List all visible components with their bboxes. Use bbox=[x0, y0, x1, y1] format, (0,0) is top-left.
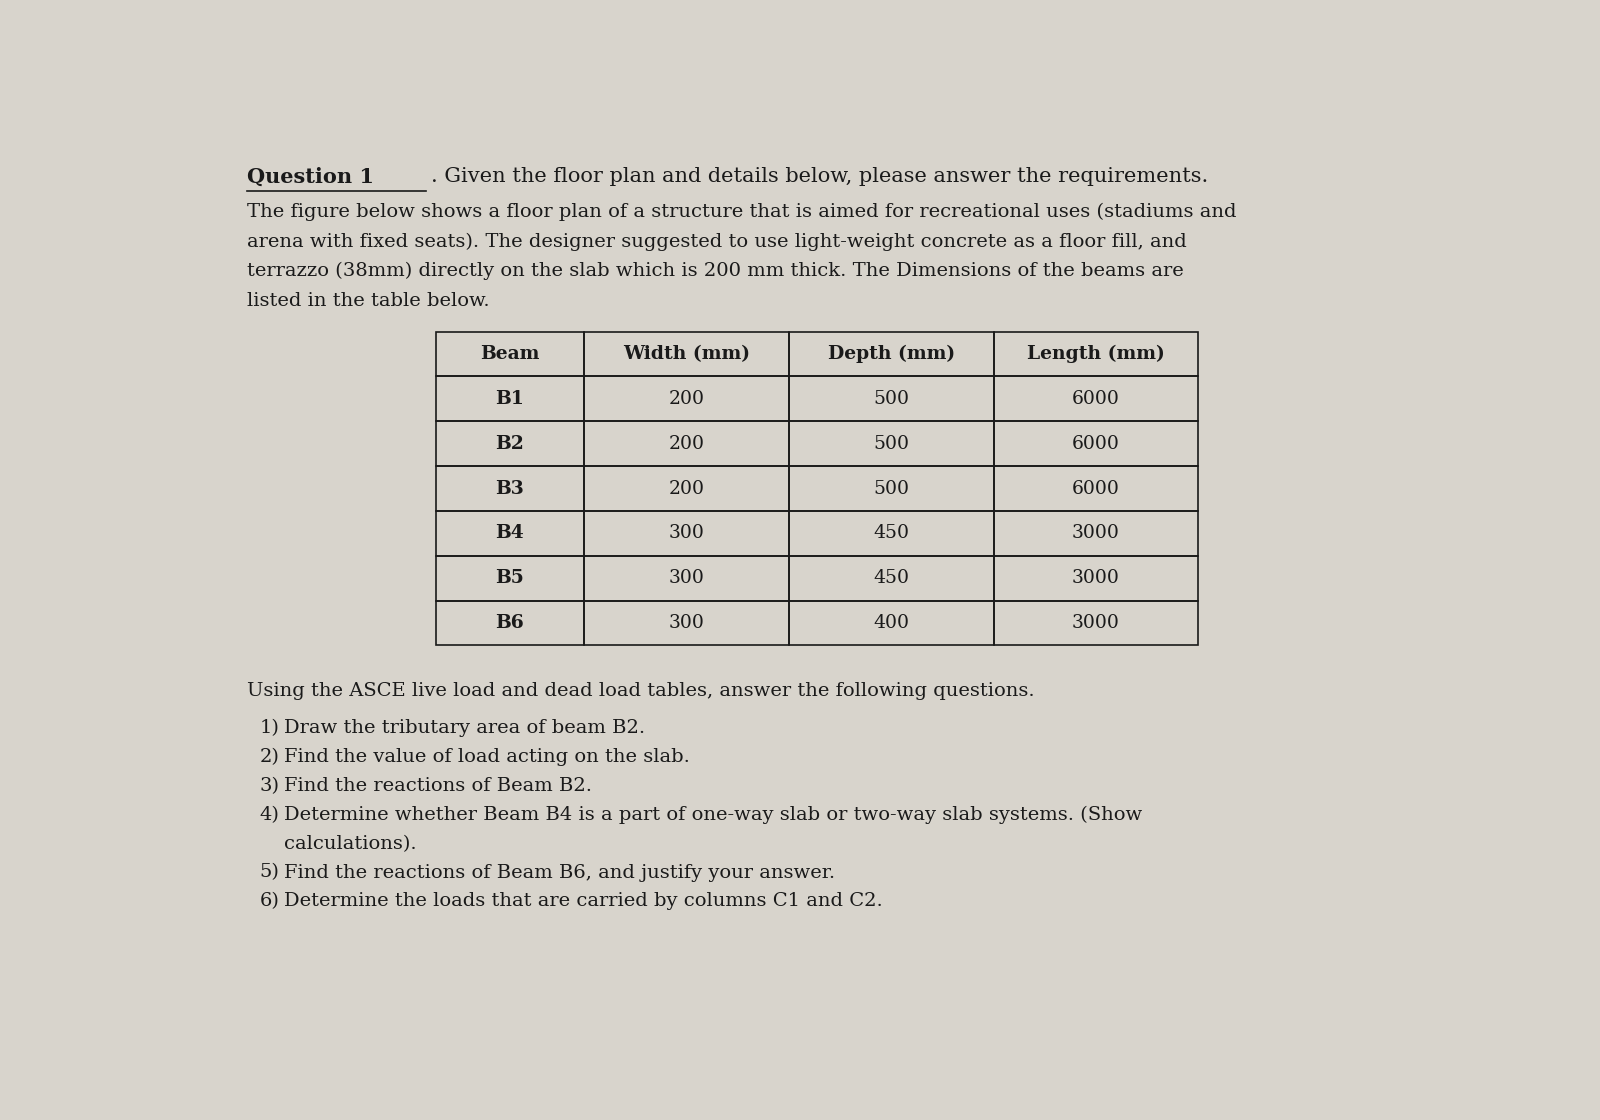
Bar bbox=[584, 466, 789, 511]
Text: 3000: 3000 bbox=[1072, 569, 1120, 587]
Text: 300: 300 bbox=[669, 569, 704, 587]
Bar bbox=[584, 556, 789, 600]
Text: . Given the floor plan and details below, please answer the requirements.: . Given the floor plan and details below… bbox=[430, 167, 1208, 186]
Bar bbox=[584, 511, 789, 556]
Bar bbox=[789, 421, 994, 466]
Text: calculations).: calculations). bbox=[285, 834, 418, 852]
Text: Find the reactions of Beam B2.: Find the reactions of Beam B2. bbox=[285, 777, 592, 795]
Text: 300: 300 bbox=[669, 614, 704, 632]
Text: The figure below shows a floor plan of a structure that is aimed for recreationa: The figure below shows a floor plan of a… bbox=[246, 203, 1237, 222]
Text: 5): 5) bbox=[259, 864, 280, 881]
Text: Find the reactions of Beam B6, and justify your answer.: Find the reactions of Beam B6, and justi… bbox=[285, 864, 835, 881]
Bar bbox=[994, 421, 1198, 466]
Text: Question 1: Question 1 bbox=[246, 167, 374, 187]
Text: Determine whether Beam B4 is a part of one-way slab or two-way slab systems. (Sh: Determine whether Beam B4 is a part of o… bbox=[285, 806, 1142, 824]
Text: 2): 2) bbox=[259, 748, 280, 766]
Bar bbox=[789, 332, 994, 376]
Bar bbox=[584, 600, 789, 645]
Text: 6000: 6000 bbox=[1072, 390, 1120, 408]
Text: Find the value of load acting on the slab.: Find the value of load acting on the sla… bbox=[285, 748, 690, 766]
Text: 450: 450 bbox=[874, 569, 909, 587]
Text: 4): 4) bbox=[259, 806, 280, 824]
Bar bbox=[994, 511, 1198, 556]
Bar bbox=[789, 466, 994, 511]
Text: B5: B5 bbox=[496, 569, 525, 587]
Text: 400: 400 bbox=[874, 614, 909, 632]
Text: 3000: 3000 bbox=[1072, 614, 1120, 632]
Bar bbox=[435, 332, 584, 376]
Text: 200: 200 bbox=[669, 479, 704, 497]
Text: 500: 500 bbox=[874, 435, 909, 452]
Text: B4: B4 bbox=[496, 524, 525, 542]
Text: 200: 200 bbox=[669, 435, 704, 452]
Bar bbox=[994, 332, 1198, 376]
Text: 1): 1) bbox=[259, 719, 280, 737]
Bar bbox=[435, 466, 584, 511]
Text: 500: 500 bbox=[874, 479, 909, 497]
Bar bbox=[994, 556, 1198, 600]
Text: B3: B3 bbox=[496, 479, 525, 497]
Text: 3000: 3000 bbox=[1072, 524, 1120, 542]
Bar bbox=[789, 376, 994, 421]
Bar bbox=[994, 376, 1198, 421]
Text: Length (mm): Length (mm) bbox=[1027, 345, 1165, 363]
Text: Using the ASCE live load and dead load tables, answer the following questions.: Using the ASCE live load and dead load t… bbox=[246, 682, 1035, 700]
Bar bbox=[789, 511, 994, 556]
Text: Draw the tributary area of beam B2.: Draw the tributary area of beam B2. bbox=[285, 719, 645, 737]
Bar bbox=[789, 600, 994, 645]
Text: 3): 3) bbox=[259, 777, 280, 795]
Text: 6): 6) bbox=[259, 893, 280, 911]
Text: 500: 500 bbox=[874, 390, 909, 408]
Bar bbox=[584, 421, 789, 466]
Text: arena with fixed seats). The designer suggested to use light-weight concrete as : arena with fixed seats). The designer su… bbox=[246, 233, 1187, 251]
Bar bbox=[789, 556, 994, 600]
Text: terrazzo (38mm) directly on the slab which is 200 mm thick. The Dimensions of th: terrazzo (38mm) directly on the slab whi… bbox=[246, 262, 1184, 280]
Bar bbox=[435, 421, 584, 466]
Bar bbox=[435, 376, 584, 421]
Text: Width (mm): Width (mm) bbox=[624, 345, 750, 363]
Text: 300: 300 bbox=[669, 524, 704, 542]
Text: B6: B6 bbox=[496, 614, 525, 632]
Text: Beam: Beam bbox=[480, 345, 539, 363]
Text: 450: 450 bbox=[874, 524, 909, 542]
Bar bbox=[435, 511, 584, 556]
Text: 200: 200 bbox=[669, 390, 704, 408]
Text: Determine the loads that are carried by columns C1 and C2.: Determine the loads that are carried by … bbox=[285, 893, 883, 911]
Bar bbox=[435, 600, 584, 645]
Text: B2: B2 bbox=[496, 435, 525, 452]
Bar bbox=[584, 376, 789, 421]
Bar bbox=[994, 466, 1198, 511]
Text: listed in the table below.: listed in the table below. bbox=[246, 291, 490, 310]
Text: 6000: 6000 bbox=[1072, 479, 1120, 497]
Bar bbox=[435, 556, 584, 600]
Bar bbox=[994, 600, 1198, 645]
Text: 6000: 6000 bbox=[1072, 435, 1120, 452]
Text: B1: B1 bbox=[496, 390, 525, 408]
Bar bbox=[584, 332, 789, 376]
Text: Depth (mm): Depth (mm) bbox=[827, 345, 955, 363]
